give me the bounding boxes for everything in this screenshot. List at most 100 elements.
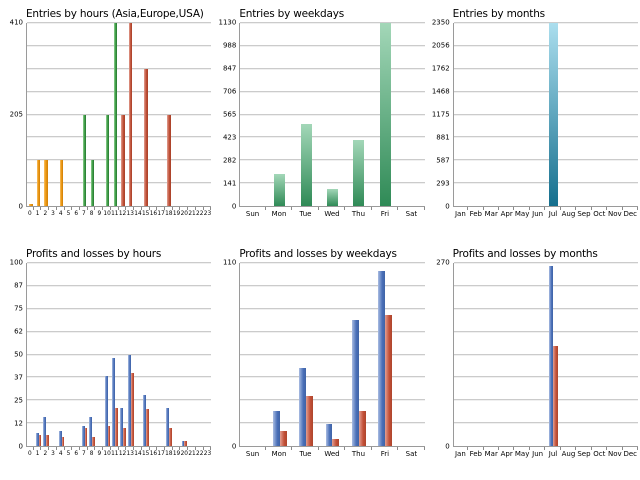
category-slot [546, 23, 561, 206]
bar-losses [92, 436, 96, 446]
x-tick-label: Feb [469, 210, 483, 218]
x-tick-mark [40, 447, 42, 450]
x-tick-mark [621, 207, 623, 210]
x-axis: Sun Mon Tue Wed Thu Fri Sat [239, 207, 425, 222]
category-slot [142, 263, 150, 446]
category-slot [35, 23, 43, 206]
gridline [27, 44, 212, 46]
chart-profits-losses-by-weekdays: Profits and losses by weekdays 0 110 Sun M… [213, 240, 426, 480]
bar [90, 160, 95, 206]
x-tick-mark [210, 447, 212, 450]
category-slot [577, 23, 592, 206]
bar-profits [299, 367, 307, 446]
category-slot [58, 23, 66, 206]
bar-losses [385, 314, 392, 446]
category-slot [150, 23, 158, 206]
x-tick-mark [163, 447, 165, 450]
x-tick-mark [79, 207, 81, 210]
x-tick-label: Jul [548, 210, 558, 218]
bar-losses [169, 427, 172, 446]
x-tick-label: 7 [82, 211, 86, 217]
gridline [240, 67, 425, 69]
category-slot [592, 23, 607, 206]
category-slot [127, 263, 135, 446]
category-slot [346, 23, 372, 206]
x-tick-label: Tue [299, 450, 312, 458]
x-tick-label: 21 [188, 451, 196, 457]
gridline [240, 136, 425, 138]
x-axis: 0 1 2 3 4 5 6 7 8 9 10 11 12 13 14 15 16 17 18 19 20 21 22 23 [26, 207, 212, 222]
x-tick-mark [148, 207, 150, 210]
category-slot [398, 263, 424, 446]
gridline [240, 353, 425, 355]
category-slot [65, 23, 73, 206]
gridline [240, 22, 425, 23]
x-tick-label: 0 [28, 451, 32, 457]
y-axis: 0 205 410 [0, 19, 26, 210]
gridline [240, 330, 425, 332]
x-tick-label: 17 [157, 211, 165, 217]
x-tick-label: 23 [203, 211, 212, 217]
y-tick-label: 1762 [431, 64, 450, 73]
x-tick-label: 9 [97, 211, 102, 217]
category-slot [158, 23, 166, 206]
bar-losses [332, 439, 340, 446]
chart-entries-by-months: Entries by months 0 293 587 881 1175 1468 1762… [427, 0, 640, 240]
x-tick-label: 5 [66, 451, 71, 457]
x-tick-label: 13 [126, 451, 134, 457]
bar-profits [43, 416, 47, 446]
category-slot [530, 23, 545, 206]
category-slot [484, 263, 499, 446]
x-tick-label: Apr [500, 210, 513, 218]
category-slot [204, 263, 212, 446]
x-tick-label: Tue [299, 210, 312, 218]
x-tick-mark [94, 207, 96, 210]
gridline [27, 136, 212, 138]
y-tick-label: 988 [222, 41, 237, 50]
x-tick-mark [32, 207, 34, 210]
category-slot [530, 263, 545, 446]
category-slot [607, 263, 622, 446]
x-tick-mark [497, 207, 499, 210]
x-tick-label: May [514, 450, 530, 458]
category-slot [158, 263, 166, 446]
chart-title: Entries by months [452, 8, 545, 20]
x-tick-mark [544, 207, 546, 210]
x-tick-label: Wed [324, 450, 340, 458]
y-tick-label: 87 [14, 281, 23, 290]
bar-profits [89, 416, 93, 446]
y-tick-label: 100 [9, 258, 23, 267]
x-tick-label: Mon [271, 450, 287, 458]
x-tick-mark [102, 447, 104, 450]
x-tick-mark [79, 447, 81, 450]
x-tick-mark [63, 207, 65, 210]
x-tick-mark [528, 207, 530, 210]
plot-area [452, 262, 638, 447]
x-tick-mark [133, 207, 135, 210]
gridline [27, 284, 212, 286]
gridline [240, 284, 425, 286]
y-axis: 0 110 [213, 258, 239, 450]
x-tick-mark [117, 207, 119, 210]
bar-profits [166, 407, 170, 446]
category-slot [196, 263, 204, 446]
gridline [453, 182, 638, 184]
y-tick-label: 2350 [431, 18, 450, 27]
bar [167, 114, 171, 206]
bar [379, 23, 391, 206]
category-slot [188, 263, 196, 446]
gridline [240, 44, 425, 46]
x-tick-mark [55, 207, 57, 210]
category-slot [240, 263, 266, 446]
x-tick-label: 16 [149, 451, 158, 457]
gridline [27, 262, 212, 263]
category-slot [454, 23, 469, 206]
category-slot [267, 23, 293, 206]
x-axis: Sun Mon Tue Wed Thu Fri Sat [239, 447, 425, 462]
y-tick-label: 12 [14, 419, 23, 428]
x-tick-label: May [514, 210, 530, 218]
gridline [453, 90, 638, 92]
x-tick-mark [133, 447, 135, 450]
y-tick-label: 847 [222, 64, 237, 73]
y-tick-label: 110 [222, 258, 237, 267]
